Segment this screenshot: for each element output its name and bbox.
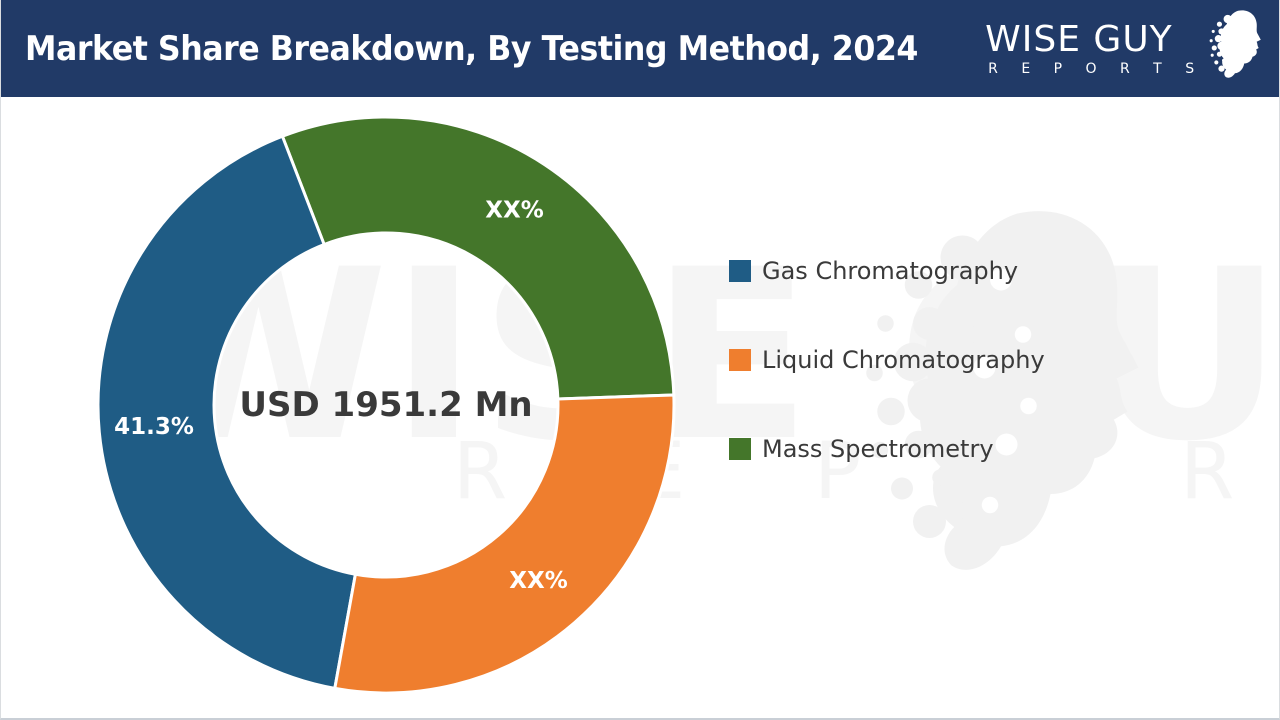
legend-label: Gas Chromatography [762, 257, 1019, 285]
legend-item-gas-chromatography: Gas Chromatography [729, 257, 1045, 285]
chart-area: WISE GUY R E P O R T S XX%41.3%XX% USD 1… [1, 97, 1279, 718]
header-bar: Market Share Breakdown, By Testing Metho… [1, 0, 1279, 97]
chart-legend: Gas Chromatography Liquid Chromatography… [729, 257, 1045, 525]
legend-label: Mass Spectrometry [762, 435, 994, 463]
legend-swatch-liquid-chromatography [729, 349, 751, 371]
brand-face-icon [1209, 9, 1261, 78]
pie-slice-gas-chromatography [96, 134, 357, 690]
chart-center-value: USD 1951.2 Mn [239, 385, 533, 425]
brand-tagline: R E P O R T S [988, 60, 1204, 77]
legend-swatch-mass-spectrometry [729, 438, 751, 460]
legend-swatch-gas-chromatography [729, 260, 751, 282]
pie-slice-label: XX% [485, 198, 544, 224]
pie-slice-label: XX% [509, 568, 568, 594]
pie-slice-liquid-chromatography [333, 393, 676, 695]
brand-logo: WISE GUY R E P O R T S [985, 7, 1267, 91]
brand-logo-text: WISE GUY R E P O R T S [985, 18, 1204, 77]
legend-item-mass-spectrometry: Mass Spectrometry [729, 435, 1045, 463]
legend-label: Liquid Chromatography [762, 346, 1045, 374]
pie-slice-mass-spectrometry [280, 115, 676, 401]
brand-name: WISE GUY [985, 18, 1173, 60]
legend-item-liquid-chromatography: Liquid Chromatography [729, 346, 1045, 374]
page-title: Market Share Breakdown, By Testing Metho… [25, 28, 918, 69]
pie-slice-label: 41.3% [114, 414, 194, 440]
watermark-face-icon [866, 211, 1139, 570]
donut-chart: XX% 41.3% XX% [96, 115, 676, 695]
